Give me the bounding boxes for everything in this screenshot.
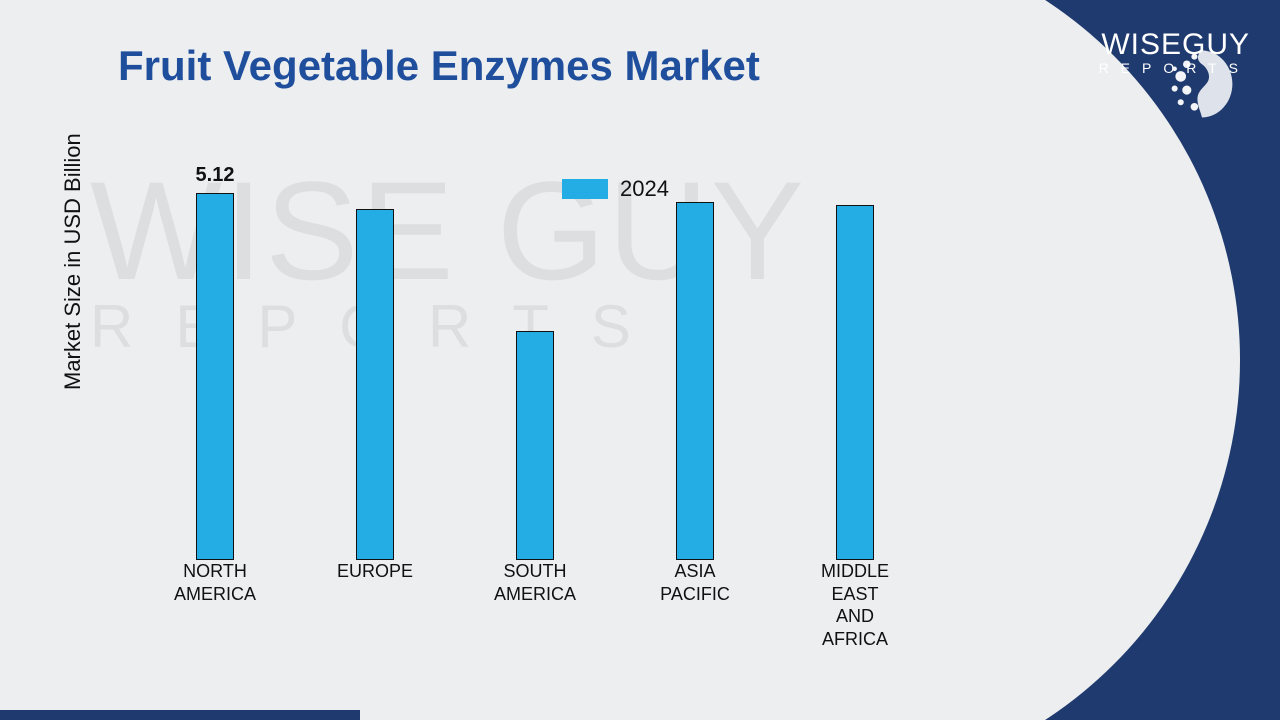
footer-accent xyxy=(0,710,360,720)
chart-title: Fruit Vegetable Enzymes Market xyxy=(118,42,760,90)
category-label: ASIA PACIFIC xyxy=(660,560,730,605)
category-label: EUROPE xyxy=(337,560,413,583)
legend-swatch xyxy=(562,179,608,199)
category-label: NORTH AMERICA xyxy=(174,560,256,605)
category-label: SOUTH AMERICA xyxy=(494,560,576,605)
page: WISEGUY REPORTS Fruit Vegetable Enzymes … xyxy=(0,0,1280,720)
bar xyxy=(356,209,394,560)
category-label: MIDDLE EAST AND AFRICA xyxy=(821,560,889,650)
y-axis-label: Market Size in USD Billion xyxy=(60,133,86,390)
bar xyxy=(516,331,554,560)
bar xyxy=(196,193,234,560)
legend: 2024 xyxy=(562,176,669,202)
bar-value-label: 5.12 xyxy=(196,164,235,187)
bar xyxy=(676,202,714,560)
legend-label: 2024 xyxy=(620,176,669,202)
brand-head-icon xyxy=(1164,46,1240,122)
chart-area: Market Size in USD Billion 5.12 NORTH AM… xyxy=(70,130,940,670)
brand-logo: WISEGUY REPORTS xyxy=(1099,28,1250,76)
plot-area: 5.12 xyxy=(130,130,940,560)
bar xyxy=(836,205,874,560)
